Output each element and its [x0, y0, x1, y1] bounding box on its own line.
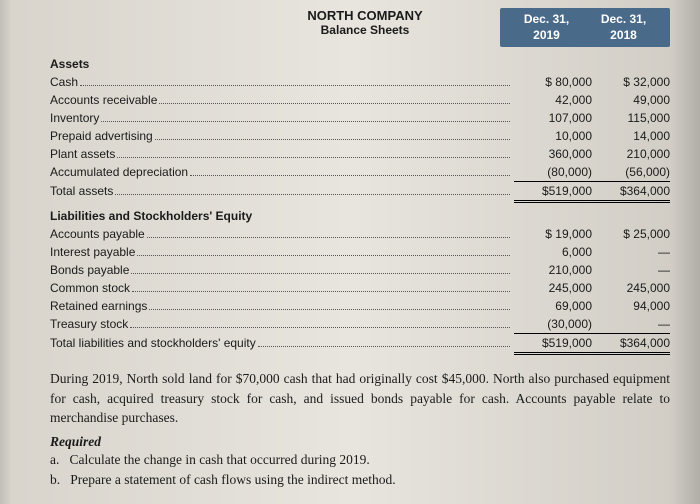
value-2019: 107,000 — [514, 109, 592, 127]
assets-section-header: Assets — [50, 55, 670, 73]
row-label: Plant assets — [50, 145, 115, 163]
liab-section-header: Liabilities and Stockholders' Equity — [50, 207, 670, 225]
assets-label: Assets — [50, 55, 89, 73]
value-2019: 245,000 — [514, 279, 592, 297]
leader-dots — [132, 291, 510, 292]
leader-dots — [80, 85, 510, 86]
row-label: Retained earnings — [50, 297, 147, 315]
value-2019: (30,000) — [514, 315, 592, 334]
value-2018: $ 25,000 — [592, 225, 670, 243]
leader-dots — [130, 327, 510, 328]
table-row: Plant assets 360,000210,000 — [50, 145, 670, 163]
value-2019: $519,000 — [514, 334, 592, 355]
row-label: Prepaid advertising — [50, 127, 153, 145]
row-label: Bonds payable — [50, 261, 129, 279]
value-2019: $ 19,000 — [514, 225, 592, 243]
col-header-2018: Dec. 31, 2018 — [585, 12, 662, 43]
page-content: NORTH COMPANY Balance Sheets Dec. 31, 20… — [0, 0, 700, 500]
liab-label: Liabilities and Stockholders' Equity — [50, 207, 252, 225]
value-2018: 115,000 — [592, 109, 670, 127]
report-title: Balance Sheets — [230, 23, 500, 37]
req-a-text: Calculate the change in cash that occurr… — [70, 452, 370, 467]
leader-dots — [190, 175, 510, 176]
leader-dots — [115, 194, 510, 195]
value-2019: 6,000 — [514, 243, 592, 261]
row-label: Accounts receivable — [50, 91, 157, 109]
value-2019: (80,000) — [514, 163, 592, 182]
row-label: Accounts payable — [50, 225, 145, 243]
value-2019: 69,000 — [514, 297, 592, 315]
row-label: Common stock — [50, 279, 130, 297]
row-label: Accumulated depreciation — [50, 163, 188, 181]
value-2018: 210,000 — [592, 145, 670, 163]
leader-dots — [258, 346, 510, 347]
table-row: Common stock 245,000245,000 — [50, 279, 670, 297]
value-2018: 245,000 — [592, 279, 670, 297]
table-row: Accumulated depreciation (80,000)(56,000) — [50, 163, 670, 182]
table-row: Treasury stock (30,000)— — [50, 315, 670, 334]
table-row: Accounts receivable 42,00049,000 — [50, 91, 670, 109]
balance-sheet-table: Assets Cash$ 80,000$ 32,000Accounts rece… — [50, 55, 670, 355]
table-row: Accounts payable $ 19,000$ 25,000 — [50, 225, 670, 243]
column-headers: Dec. 31, 2019 Dec. 31, 2018 — [500, 8, 670, 47]
req-b-text: Prepare a statement of cash flows using … — [70, 472, 395, 487]
leader-dots — [101, 121, 510, 122]
requirement-a: a. Calculate the change in cash that occ… — [50, 450, 670, 470]
row-label: Cash — [50, 73, 78, 91]
value-2018: $364,000 — [592, 334, 670, 355]
value-2018: 49,000 — [592, 91, 670, 109]
leader-dots — [147, 237, 510, 238]
value-2018: 14,000 — [592, 127, 670, 145]
value-2019: $519,000 — [514, 182, 592, 203]
row-label: Treasury stock — [50, 315, 128, 333]
narrative-text: During 2019, North sold land for $70,000… — [50, 369, 670, 428]
value-2018: (56,000) — [592, 163, 670, 182]
leader-dots — [137, 255, 510, 256]
table-row: Inventory 107,000115,000 — [50, 109, 670, 127]
table-row: Total assets $519,000$364,000 — [50, 182, 670, 203]
table-row: Bonds payable 210,000— — [50, 261, 670, 279]
value-2018: — — [592, 243, 670, 261]
leader-dots — [149, 309, 510, 310]
value-2018: — — [592, 315, 670, 334]
leader-dots — [131, 273, 510, 274]
company-name: NORTH COMPANY — [230, 8, 500, 23]
value-2019: 210,000 — [514, 261, 592, 279]
value-2019: 10,000 — [514, 127, 592, 145]
value-2018: $ 32,000 — [592, 73, 670, 91]
row-label: Inventory — [50, 109, 99, 127]
value-2019: 360,000 — [514, 145, 592, 163]
req-b-letter: b. — [50, 472, 60, 487]
row-label: Total assets — [50, 182, 113, 200]
table-row: Interest payable 6,000— — [50, 243, 670, 261]
table-row: Retained earnings 69,00094,000 — [50, 297, 670, 315]
value-2018: $364,000 — [592, 182, 670, 203]
col-header-2019: Dec. 31, 2019 — [508, 12, 585, 43]
value-2018: 94,000 — [592, 297, 670, 315]
leader-dots — [159, 103, 510, 104]
table-header: NORTH COMPANY Balance Sheets Dec. 31, 20… — [50, 8, 670, 47]
required-heading: Required — [50, 434, 670, 450]
row-label: Interest payable — [50, 243, 135, 261]
req-a-letter: a. — [50, 452, 59, 467]
table-row: Total liabilities and stockholders' equi… — [50, 334, 670, 355]
value-2018: — — [592, 261, 670, 279]
leader-dots — [117, 157, 510, 158]
requirement-b: b. Prepare a statement of cash flows usi… — [50, 470, 670, 490]
table-row: Prepaid advertising 10,00014,000 — [50, 127, 670, 145]
value-2019: $ 80,000 — [514, 73, 592, 91]
leader-dots — [155, 139, 510, 140]
row-label: Total liabilities and stockholders' equi… — [50, 334, 256, 352]
header-titles: NORTH COMPANY Balance Sheets — [50, 8, 500, 37]
value-2019: 42,000 — [514, 91, 592, 109]
table-row: Cash $ 80,000$ 32,000 — [50, 73, 670, 91]
